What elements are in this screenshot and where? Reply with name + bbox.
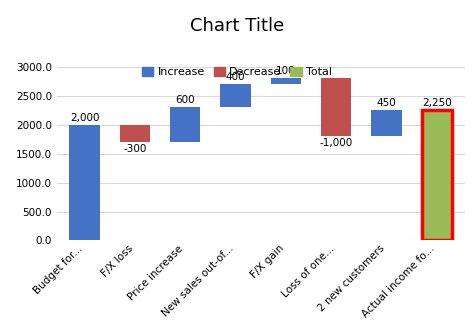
Bar xyxy=(220,84,251,107)
Text: 600: 600 xyxy=(175,95,195,105)
Text: -300: -300 xyxy=(123,144,146,154)
Bar xyxy=(120,125,150,142)
Text: 100: 100 xyxy=(276,66,296,76)
Text: 2,250: 2,250 xyxy=(422,98,452,108)
Bar xyxy=(70,125,100,240)
Text: 400: 400 xyxy=(226,72,246,82)
Bar xyxy=(170,107,201,142)
Bar xyxy=(372,110,401,136)
Text: Chart Title: Chart Title xyxy=(190,17,284,35)
Text: -1,000: -1,000 xyxy=(319,138,353,148)
Text: 2,000: 2,000 xyxy=(70,113,100,123)
Text: 450: 450 xyxy=(377,98,396,108)
Bar xyxy=(271,78,301,84)
Bar xyxy=(422,110,452,240)
Legend: Increase, Decrease, Total: Increase, Decrease, Total xyxy=(137,62,337,82)
Bar xyxy=(321,78,351,136)
Bar xyxy=(422,110,452,240)
